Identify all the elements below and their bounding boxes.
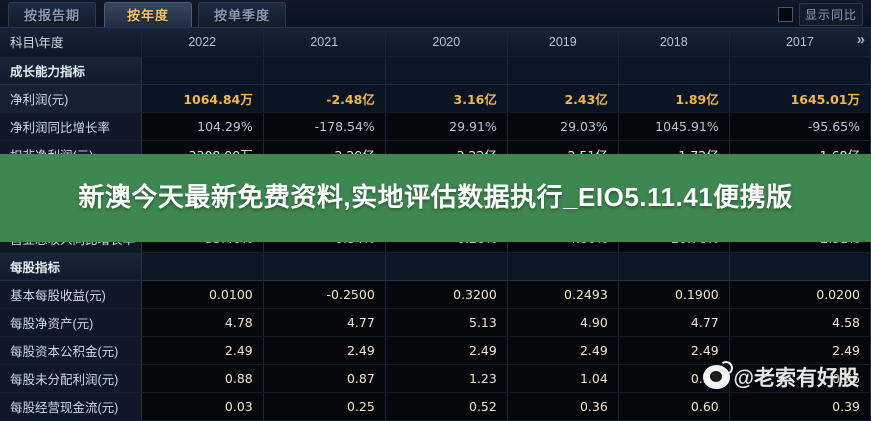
tab-label: 按年度: [126, 8, 169, 23]
cell: 0.03: [141, 392, 264, 421]
cell: 2.49: [618, 336, 730, 365]
show-yoy-label[interactable]: 显示同比: [798, 2, 863, 26]
cell: 2.49: [263, 336, 386, 365]
cell: 0.2493: [507, 280, 619, 309]
cell: -178.54%: [263, 112, 386, 141]
section-title: 成长能力指标: [0, 56, 142, 85]
section-spacer: [385, 56, 508, 85]
table-row[interactable]: 每股资本公积金(元) 2.49 2.49 2.49 2.49 2.49 2.49: [0, 336, 871, 365]
cell: 1064.84万: [141, 84, 264, 113]
section-spacer: [729, 252, 871, 281]
promo-banner-text: 新澳今天最新免费资料,实地评估数据执行_EIO5.11.41便携版: [78, 182, 793, 213]
section-spacer: [729, 56, 871, 85]
header-year-2021[interactable]: 2021: [263, 28, 386, 57]
cell: 29.03%: [507, 112, 619, 141]
cell: 4.78: [141, 308, 264, 337]
row-label: 净利润(元): [0, 84, 142, 113]
cell: 2.49: [141, 336, 264, 365]
section-spacer: [618, 56, 730, 85]
row-label: 每股资本公积金(元): [0, 336, 142, 365]
cell: 2.49: [729, 336, 871, 365]
cell: 2.49: [507, 336, 619, 365]
weibo-handle: @老索有好股: [733, 367, 859, 390]
cell: 2.43亿: [507, 84, 619, 113]
table-row[interactable]: 每股净资产(元) 4.78 4.77 5.13 4.90 4.77 4.58: [0, 308, 871, 337]
section-spacer: [263, 252, 386, 281]
cell: 2.49: [385, 336, 508, 365]
cell: 0.0100: [141, 280, 264, 309]
cell: 3.16亿: [385, 84, 508, 113]
row-label: 每股净资产(元): [0, 308, 142, 337]
cell: 0.25: [263, 392, 386, 421]
cell: 0.87: [263, 364, 386, 393]
row-label: 每股未分配利润(元): [0, 364, 142, 393]
section-spacer: [507, 56, 619, 85]
cell: 0.3200: [385, 280, 508, 309]
section-spacer: [263, 56, 386, 85]
show-yoy-toggle[interactable]: 显示同比: [777, 2, 863, 26]
cell: 1.04: [507, 364, 619, 393]
promo-banner: 新澳今天最新免费资料,实地评估数据执行_EIO5.11.41便携版: [0, 154, 871, 242]
table-row[interactable]: 净利润(元) 1064.84万 -2.48亿 3.16亿 2.43亿 1.89亿…: [0, 84, 871, 113]
cell: 0.0200: [729, 280, 871, 309]
tab-label: 按单季度: [213, 8, 270, 23]
header-year-2017[interactable]: 2017: [729, 28, 871, 57]
cell: 4.77: [618, 308, 730, 337]
tab-by-year[interactable]: 按年度: [104, 2, 192, 27]
tab-label: 按报告期: [23, 8, 80, 23]
cell: 4.77: [263, 308, 386, 337]
header-year-2020[interactable]: 2020: [385, 28, 508, 57]
table-row[interactable]: 净利润同比增长率 104.29% -178.54% 29.91% 29.03% …: [0, 112, 871, 141]
cell: 4.58: [729, 308, 871, 337]
cell: 1045.91%: [618, 112, 730, 141]
weibo-watermark: @老索有好股: [702, 362, 859, 392]
section-row-per-share: 每股指标: [0, 252, 871, 281]
section-row-growth: 成长能力指标: [0, 56, 871, 85]
cell: 0.60: [618, 392, 730, 421]
header-year-2018[interactable]: 2018: [618, 28, 730, 57]
cell: 1.89亿: [618, 84, 730, 113]
cell: 1.23: [385, 364, 508, 393]
tab-bar: 按报告期 按年度 按单季度 显示同比: [0, 0, 871, 28]
cell: -2.48亿: [263, 84, 386, 113]
show-yoy-checkbox[interactable]: [777, 6, 793, 22]
cell: -0.2500: [263, 280, 386, 309]
cell: 104.29%: [141, 112, 264, 141]
table-row[interactable]: 基本每股收益(元) 0.0100 -0.2500 0.3200 0.2493 0…: [0, 280, 871, 309]
row-label: 净利润同比增长率: [0, 112, 142, 141]
cell: 0.76: [729, 364, 871, 393]
cell: 1645.01万: [729, 84, 871, 113]
section-spacer: [141, 252, 264, 281]
cell: 29.91%: [385, 112, 508, 141]
section-spacer: [618, 252, 730, 281]
header-year-2019[interactable]: 2019: [507, 28, 619, 57]
cell: -95.65%: [729, 112, 871, 141]
header-row: 科目\年度 2022 2021 2020 2019 2018 2017: [0, 28, 871, 57]
table-head: 科目\年度 2022 2021 2020 2019 2018 2017: [0, 28, 871, 57]
weibo-icon: [702, 365, 730, 389]
table-row[interactable]: 每股经营现金流(元) 0.03 0.25 0.52 0.36 0.60 0.39: [0, 392, 871, 421]
cell: 0.88: [141, 364, 264, 393]
cell: 0.52: [385, 392, 508, 421]
header-subject-year: 科目\年度: [0, 28, 142, 57]
next-columns-icon[interactable]: »: [856, 31, 865, 48]
cell: 4.90: [507, 308, 619, 337]
table-row[interactable]: 每股未分配利润(元) 0.88 0.87 1.23 1.04 0.93 0.76: [0, 364, 871, 393]
row-label: 每股经营现金流(元): [0, 392, 142, 421]
tab-by-report-period[interactable]: 按报告期: [8, 2, 96, 27]
section-title: 每股指标: [0, 252, 142, 281]
section-spacer: [141, 56, 264, 85]
section-spacer: [385, 252, 508, 281]
cell: 0.1900: [618, 280, 730, 309]
tab-by-quarter[interactable]: 按单季度: [198, 2, 286, 27]
section-spacer: [507, 252, 619, 281]
cell: 0.36: [507, 392, 619, 421]
cell: 5.13: [385, 308, 508, 337]
cell: 0.39: [729, 392, 871, 421]
header-year-2022[interactable]: 2022: [141, 28, 264, 57]
row-label: 基本每股收益(元): [0, 280, 142, 309]
